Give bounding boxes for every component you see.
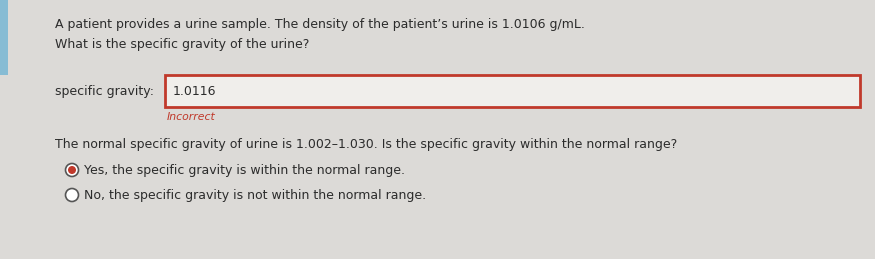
- Text: The normal specific gravity of urine is 1.002–1.030. Is the specific gravity wit: The normal specific gravity of urine is …: [55, 138, 677, 151]
- Text: A patient provides a urine sample. The density of the patient’s urine is 1.0106 : A patient provides a urine sample. The d…: [55, 18, 584, 31]
- Circle shape: [66, 189, 79, 202]
- Bar: [165, 75, 860, 107]
- Circle shape: [68, 166, 76, 174]
- Bar: [0, 0, 8, 75]
- Text: specific gravity:: specific gravity:: [55, 84, 154, 97]
- Text: Incorrect: Incorrect: [167, 112, 216, 122]
- Circle shape: [66, 163, 79, 176]
- Text: Yes, the specific gravity is within the normal range.: Yes, the specific gravity is within the …: [84, 163, 405, 176]
- Text: What is the specific gravity of the urine?: What is the specific gravity of the urin…: [55, 38, 310, 51]
- Text: 1.0116: 1.0116: [173, 84, 216, 97]
- Text: No, the specific gravity is not within the normal range.: No, the specific gravity is not within t…: [84, 189, 426, 202]
